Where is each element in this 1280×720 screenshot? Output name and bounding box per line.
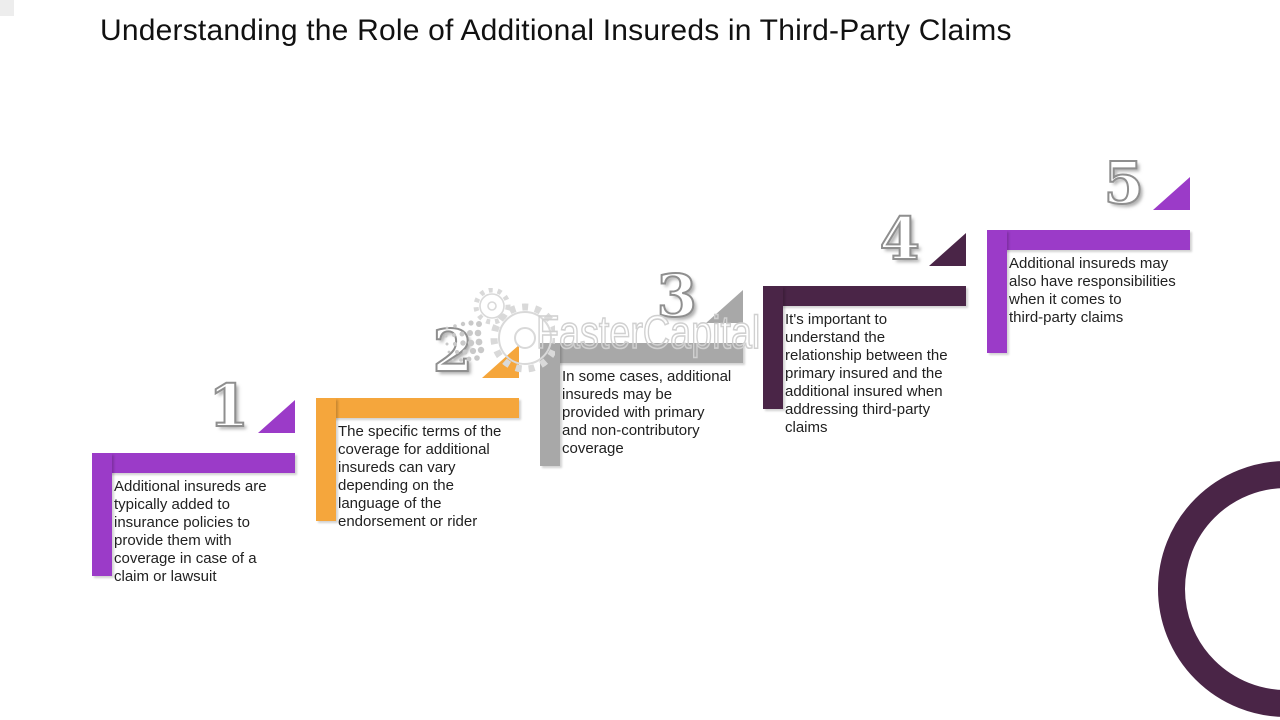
frame-left-bar xyxy=(92,453,112,576)
circle-ring-decoration xyxy=(1158,461,1280,717)
step-number: 5 xyxy=(1103,149,1145,217)
frame-top-bar xyxy=(92,453,295,473)
corner-triangle-icon xyxy=(258,400,295,433)
corner-mark xyxy=(0,0,14,16)
step-number: 3 xyxy=(656,262,698,330)
gear-watermark-icon xyxy=(444,288,555,373)
step-frame: The specific terms of the coverage for a… xyxy=(316,398,519,530)
frame-top-bar xyxy=(316,398,519,418)
step-text: Additional insureds may also have respon… xyxy=(1009,255,1176,326)
frame-top-bar xyxy=(540,343,743,363)
frame-left-bar xyxy=(763,286,783,409)
corner-triangle-icon xyxy=(1153,177,1190,210)
frame-left-bar xyxy=(540,343,560,466)
step-frame: Additional insureds are typically added … xyxy=(92,453,295,585)
halftone-dots-icon xyxy=(444,320,485,362)
frame-top-bar xyxy=(987,230,1190,250)
watermark-text: FasterCapital xyxy=(535,306,761,358)
step-number: 1 xyxy=(208,372,250,440)
frame-top-bar xyxy=(763,286,966,306)
slide-title: Understanding the Role of Additional Ins… xyxy=(100,14,1012,47)
frame-left-bar xyxy=(987,230,1007,353)
corner-triangle-icon xyxy=(482,345,519,378)
corner-triangle-icon xyxy=(706,290,743,323)
frame-left-bar xyxy=(316,398,336,521)
step-text: Additional insureds are typically added … xyxy=(114,478,267,585)
step-frame: It's important to understand the relatio… xyxy=(763,286,966,436)
step-text: The specific terms of the coverage for a… xyxy=(338,423,502,530)
step-number: 4 xyxy=(879,205,921,273)
step-frame: In some cases, additional insureds may b… xyxy=(540,343,743,466)
step-text: In some cases, additional insureds may b… xyxy=(562,368,732,457)
corner-triangle-icon xyxy=(929,233,966,266)
step-text: It's important to understand the relatio… xyxy=(785,311,948,436)
step-frame: Additional insureds may also have respon… xyxy=(987,230,1190,353)
